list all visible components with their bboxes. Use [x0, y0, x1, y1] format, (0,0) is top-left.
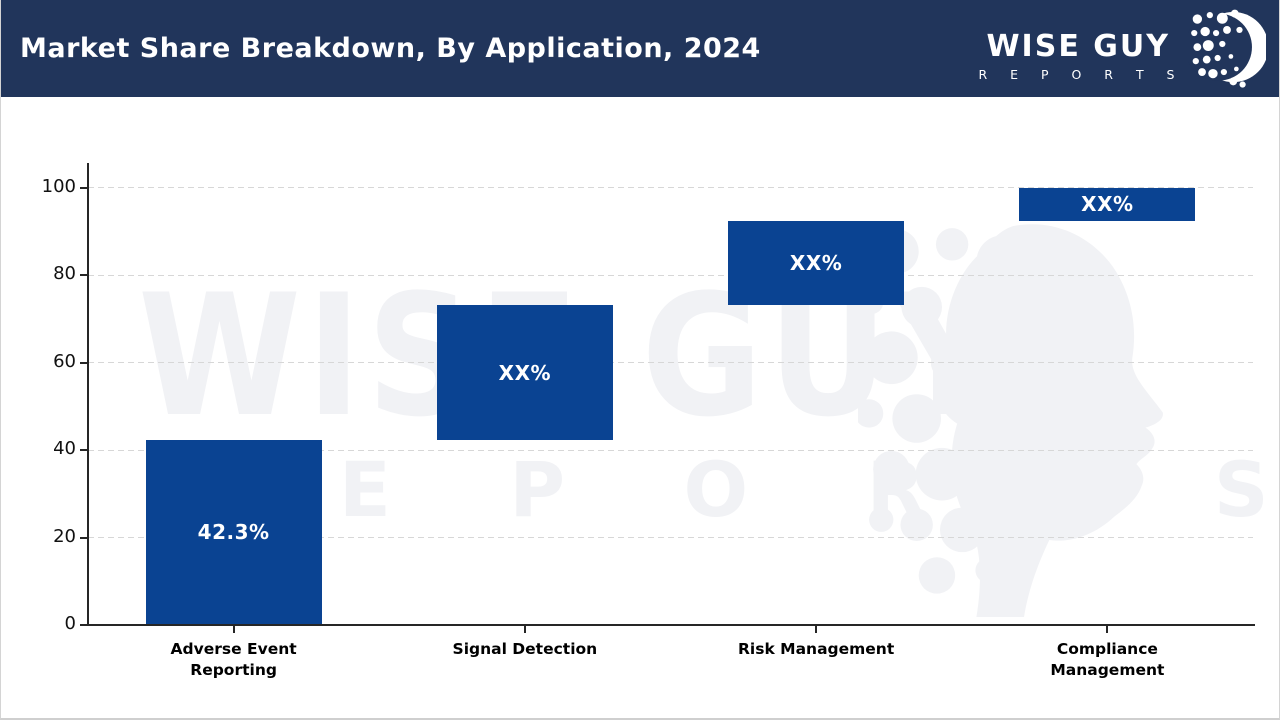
category-label: Risk Management	[737, 640, 895, 658]
bar-compliance-management: XX%	[1019, 187, 1196, 222]
gridline-20	[88, 537, 1253, 538]
y-tick-label-60: 60	[53, 350, 76, 372]
x-tick-label-1: Adverse Event Reporting	[134, 639, 334, 681]
x-tick-mark-2	[523, 626, 526, 633]
logo-wordmark: WISE GUY R E P O R T S	[972, 29, 1184, 82]
bar-adverse-event-reporting: 42.3%	[145, 439, 322, 625]
x-tick-label-2: Signal Detection	[425, 639, 625, 660]
dotted-head-profile-icon	[1188, 9, 1266, 88]
wise-guy-reports-logo: WISE GUY R E P O R T S	[972, 8, 1266, 94]
dotted-head-profile-watermark-icon	[858, 224, 1163, 617]
gridline-60	[88, 362, 1253, 363]
y-tick-mark-60	[80, 361, 88, 364]
y-tick-mark-0	[80, 624, 88, 626]
gridline-100	[88, 187, 1253, 188]
y-tick-label-80: 80	[53, 263, 76, 284]
x-tick-label-4: Compliance Management	[1007, 639, 1207, 681]
x-tick-mark-1	[232, 626, 235, 633]
category-label: Compliance Management	[1050, 640, 1165, 679]
y-tick-mark-100	[80, 186, 88, 189]
logo-wordmark-line1: WISE GUY	[986, 28, 1170, 64]
y-tick-mark-40	[80, 449, 88, 451]
page-title: Market Share Breakdown, By Application, …	[20, 33, 761, 64]
gridline-40	[88, 449, 1253, 451]
x-tick-label-3: Risk Management	[716, 639, 916, 660]
y-tick-label-40: 40	[53, 438, 76, 459]
x-tick-mark-4	[1106, 626, 1109, 633]
bar-value-label: 42.3%	[197, 520, 270, 545]
y-axis-line	[87, 163, 89, 626]
logo-wordmark-line2: R E P O R T S	[978, 66, 1184, 82]
bar-risk-management: XX%	[728, 221, 905, 306]
bar-value-label: XX%	[498, 360, 552, 385]
y-tick-label-100: 100	[41, 175, 76, 197]
y-tick-mark-80	[80, 274, 88, 276]
y-tick-label-0: 0	[64, 613, 76, 634]
category-label: Adverse Event Reporting	[170, 640, 297, 679]
x-axis-line	[86, 624, 1255, 626]
gridline-80	[88, 274, 1253, 276]
bar-value-label: XX%	[789, 251, 843, 276]
category-label: Signal Detection	[452, 640, 598, 658]
y-tick-mark-20	[80, 536, 88, 539]
report-header: Market Share Breakdown, By Application, …	[0, 0, 1280, 97]
bar-signal-detection: XX%	[436, 305, 613, 440]
bar-value-label: XX%	[1081, 192, 1134, 217]
x-tick-mark-3	[815, 626, 818, 633]
y-tick-label-20: 20	[53, 525, 76, 547]
